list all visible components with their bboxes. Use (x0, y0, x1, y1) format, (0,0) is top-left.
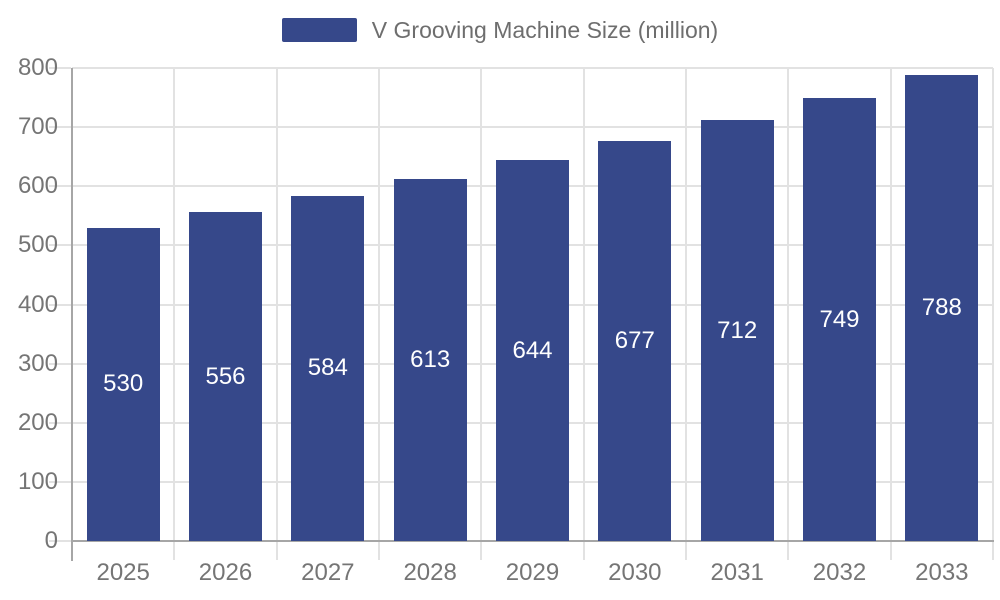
bar-2029[interactable]: 644 (496, 160, 569, 541)
y-axis-tick-label: 600 (17, 172, 58, 200)
x-axis-tick-label: 2032 (812, 559, 867, 586)
y-axis-tick (49, 244, 71, 247)
x-axis-tick (889, 541, 892, 560)
y-axis-tick (49, 303, 71, 306)
x-axis-tick-label: 2027 (301, 559, 355, 586)
x-axis-tick (173, 541, 176, 560)
x-axis-tick-label: 2033 (915, 559, 969, 586)
v-gridline (787, 68, 790, 541)
bar-value-label: 530 (103, 370, 144, 398)
y-axis-tick (49, 67, 71, 69)
y-axis-tick (49, 362, 71, 365)
y-axis-tick-label: 700 (17, 113, 58, 141)
v-gridline (275, 68, 278, 541)
y-axis-tick-label: 400 (17, 290, 58, 318)
y-axis-tick (49, 540, 71, 542)
bar-2030[interactable]: 677 (598, 140, 672, 541)
bar-value-label: 677 (614, 326, 655, 354)
bar-2026[interactable]: 556 (189, 212, 262, 541)
bar-value-label: 644 (512, 336, 553, 364)
bar-value-label: 788 (921, 294, 962, 322)
h-gridline (72, 126, 993, 129)
x-axis-tick (275, 541, 278, 560)
y-axis-tick-label: 0 (44, 527, 58, 554)
x-axis-tick-label: 2028 (403, 559, 457, 586)
v-gridline (173, 68, 176, 541)
y-axis-tick-label: 200 (17, 408, 58, 436)
v-gridline (582, 68, 585, 541)
bar-value-label: 556 (205, 362, 246, 390)
x-axis-tick-label: 2025 (96, 559, 150, 586)
bar-value-label: 613 (410, 345, 451, 373)
y-axis-tick-label: 500 (17, 231, 58, 259)
x-axis-tick (582, 541, 585, 560)
v-gridline (480, 68, 483, 541)
h-gridline (72, 67, 993, 69)
y-axis-tick (49, 480, 71, 483)
bar-value-label: 584 (307, 354, 348, 382)
legend[interactable]: V Grooving Machine Size (million) (0, 18, 1000, 42)
legend-swatch (281, 18, 357, 42)
y-axis-line (71, 68, 73, 561)
bar-value-label: 712 (717, 316, 758, 344)
x-axis-tick-label: 2026 (198, 559, 253, 586)
y-axis-tick (49, 126, 71, 129)
x-axis-tick-label: 2030 (608, 559, 662, 586)
v-gridline (685, 68, 687, 541)
x-axis-tick (992, 541, 994, 560)
x-axis-tick-label: 2029 (505, 559, 560, 586)
bar-2028[interactable]: 613 (393, 178, 467, 541)
plot-area: 0 100 200 300 400 500 600 700 800 530 2025 556 2026 5… (18, 54, 994, 586)
y-axis-tick-label: 300 (17, 349, 58, 377)
v-gridline (992, 68, 994, 541)
bar-2033[interactable]: 788 (905, 75, 979, 541)
bar-2025[interactable]: 530 (86, 227, 160, 541)
x-axis-tick (480, 541, 483, 560)
v-gridline (378, 68, 380, 541)
x-axis-tick (685, 541, 687, 560)
bar-2032[interactable]: 749 (803, 98, 876, 541)
x-axis-tick (787, 541, 790, 560)
legend-label: V Grooving Machine Size (million) (371, 17, 719, 43)
x-axis-tick-label: 2031 (710, 559, 764, 586)
y-axis-tick (49, 185, 71, 188)
y-axis-tick-label: 100 (17, 467, 58, 495)
x-axis-line (71, 540, 994, 542)
bar-2031[interactable]: 712 (700, 120, 774, 541)
bar-value-label: 749 (819, 305, 860, 333)
v-gridline (889, 68, 892, 541)
y-axis-tick (49, 421, 71, 424)
y-axis-tick-label: 800 (17, 54, 58, 81)
bar-2027[interactable]: 584 (291, 195, 365, 541)
x-axis-tick (378, 541, 380, 560)
